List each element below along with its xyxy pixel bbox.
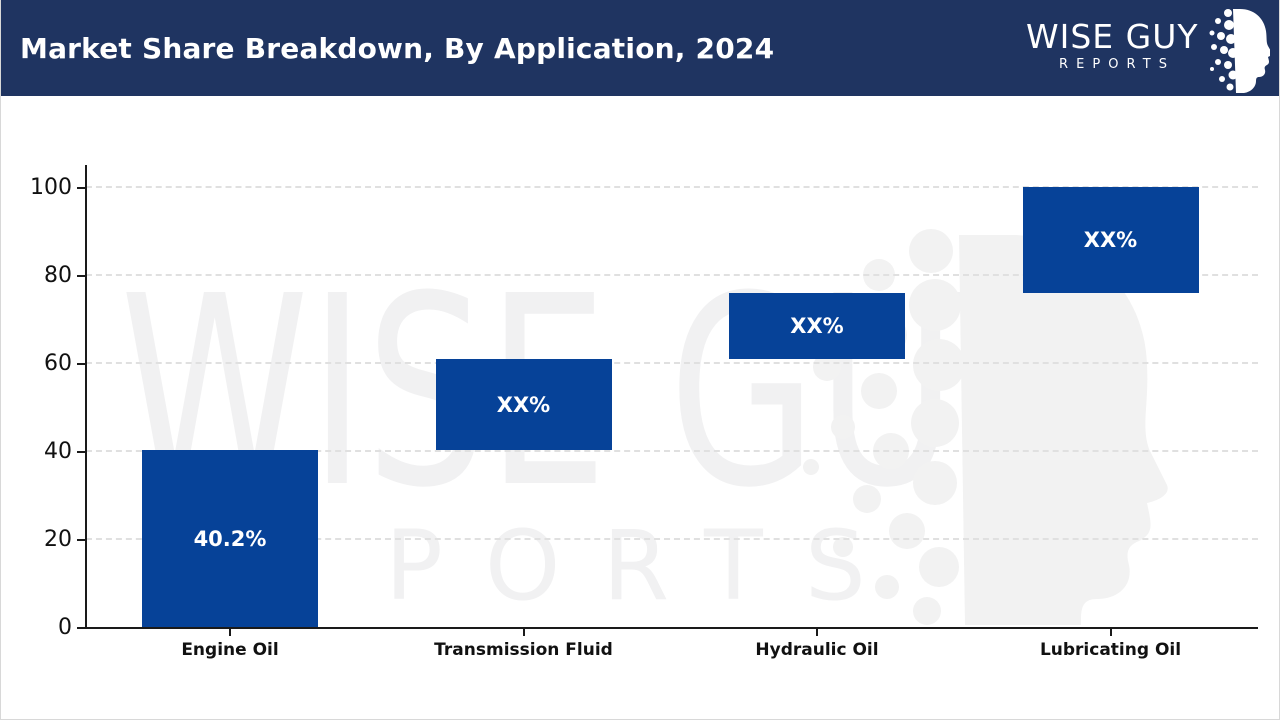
y-tick-label-100: 100 <box>30 175 72 200</box>
x-tick-label-lubricating-oil: Lubricating Oil <box>1039 640 1182 660</box>
x-tick-transmission-fluid <box>522 629 525 636</box>
gridline-60 <box>86 362 1258 364</box>
y-tick-label-40: 40 <box>44 439 72 464</box>
x-tick-label-engine-oil: Engine Oil <box>181 640 279 660</box>
x-tick-hydraulic-oil <box>816 629 818 636</box>
x-tick-label-transmission-fluid: Transmission Fluid <box>434 640 613 660</box>
x-tick-engine-oil <box>229 629 231 636</box>
watermark-head-icon <box>803 229 1168 625</box>
y-tick-label-60: 60 <box>44 351 72 376</box>
y-tick-0 <box>77 627 85 629</box>
bar-value-label-engine-oil: 40.2% <box>193 526 267 551</box>
y-tick-label-0: 0 <box>58 615 72 640</box>
y-tick-40 <box>77 451 85 453</box>
logo-head-icon <box>1209 9 1270 93</box>
gridline-80 <box>86 274 1258 276</box>
y-tick-100 <box>77 187 85 189</box>
bar-engine-oil: 40.2% <box>142 450 318 627</box>
gridline-100 <box>86 186 1258 188</box>
header: Market Share Breakdown, By Application, … <box>0 0 1280 96</box>
x-tick-lubricating-oil <box>1109 629 1112 636</box>
y-tick-label-20: 20 <box>44 527 72 552</box>
page-title: Market Share Breakdown, By Application, … <box>20 31 775 65</box>
y-axis-line <box>85 165 87 629</box>
y-tick-80 <box>77 275 85 277</box>
watermark-subtext: PORTS <box>385 510 908 622</box>
gridline-40 <box>86 450 1258 452</box>
bar-value-label-hydraulic-oil: XX% <box>790 314 844 339</box>
gridline-20 <box>86 538 1258 540</box>
bar-value-label-transmission-fluid: XX% <box>496 392 551 417</box>
bar-hydraulic-oil: XX% <box>729 292 905 360</box>
x-axis-line <box>85 627 1258 629</box>
bar-lubricating-oil: XX% <box>1022 187 1199 293</box>
bar-value-label-lubricating-oil: XX% <box>1083 227 1138 252</box>
x-tick-label-hydraulic-oil: Hydraulic Oil <box>755 640 879 660</box>
wiseguy-logo: WISE GUY REPORTS <box>1012 0 1272 96</box>
bar-transmission-fluid: XX% <box>435 359 612 451</box>
logo-subtext: REPORTS <box>1058 57 1176 72</box>
y-tick-60 <box>77 363 85 365</box>
logo-wordmark: WISE GUY <box>1026 17 1199 56</box>
y-tick-20 <box>77 539 85 541</box>
y-tick-label-80: 80 <box>44 263 72 288</box>
